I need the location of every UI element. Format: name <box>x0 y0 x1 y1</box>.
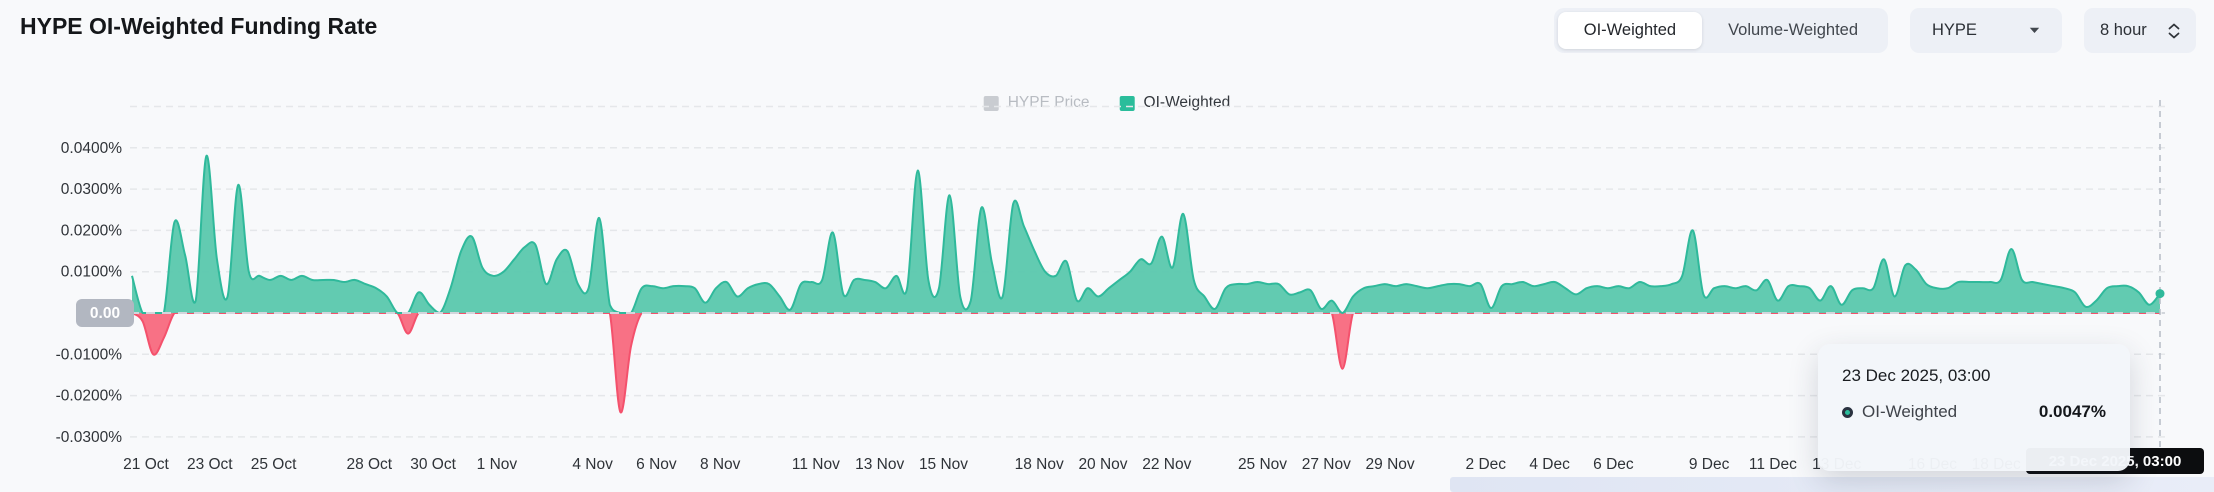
up-down-chevrons-icon <box>2168 23 2180 39</box>
svg-text:-0.0200%: -0.0200% <box>56 388 123 405</box>
asset-select-value: HYPE <box>1932 21 1977 39</box>
tooltip-series-value: 0.0047% <box>2038 402 2106 421</box>
svg-text:22 Nov: 22 Nov <box>1142 456 1191 473</box>
chevron-down-icon <box>2029 27 2040 33</box>
svg-text:27 Nov: 27 Nov <box>1302 456 1351 473</box>
svg-text:6 Dec: 6 Dec <box>1593 456 1634 473</box>
svg-text:21 Oct: 21 Oct <box>123 456 169 473</box>
svg-text:0.0100%: 0.0100% <box>61 264 122 281</box>
svg-text:8 Nov: 8 Nov <box>700 456 741 473</box>
asset-select[interactable]: HYPE <box>1910 8 2062 53</box>
interval-select-value: 8 hour <box>2100 21 2147 39</box>
svg-text:4 Dec: 4 Dec <box>1529 456 1570 473</box>
svg-text:0.00: 0.00 <box>90 305 120 322</box>
svg-text:-0.0300%: -0.0300% <box>56 429 123 446</box>
svg-text:29 Nov: 29 Nov <box>1366 456 1415 473</box>
page-title: HYPE OI-Weighted Funding Rate <box>20 13 378 39</box>
svg-text:9 Dec: 9 Dec <box>1689 456 1730 473</box>
tooltip-date: 23 Dec 2025, 03:00 <box>1842 366 1991 385</box>
svg-text:20 Nov: 20 Nov <box>1078 456 1127 473</box>
svg-text:25 Nov: 25 Nov <box>1238 456 1287 473</box>
svg-text:1 Nov: 1 Nov <box>477 456 518 473</box>
svg-text:0.0400%: 0.0400% <box>61 140 122 157</box>
weighting-mode-tabs: OI-Weighted Volume-Weighted <box>1553 8 1888 53</box>
svg-text:0.0300%: 0.0300% <box>61 181 122 198</box>
tooltip-row: OI-Weighted 0.0047% <box>1842 402 2106 422</box>
tooltip-series-label: OI-Weighted <box>1862 402 1958 421</box>
svg-text:6 Nov: 6 Nov <box>636 456 677 473</box>
svg-text:11 Nov: 11 Nov <box>792 456 840 473</box>
svg-text:11 Dec: 11 Dec <box>1749 456 1797 473</box>
tab-oi-weighted[interactable]: OI-Weighted <box>1557 12 1703 49</box>
chart-tooltip: 23 Dec 2025, 03:00 OI-Weighted 0.0047% <box>1818 344 2130 471</box>
svg-text:2 Dec: 2 Dec <box>1466 456 1507 473</box>
series-dot-icon <box>1842 406 1853 418</box>
svg-text:28 Oct: 28 Oct <box>346 456 392 473</box>
svg-text:4 Nov: 4 Nov <box>572 456 613 473</box>
svg-text:25 Oct: 25 Oct <box>251 456 297 473</box>
tab-volume-weighted[interactable]: Volume-Weighted <box>1702 12 1884 49</box>
svg-text:-0.0100%: -0.0100% <box>56 346 123 363</box>
svg-text:0.0200%: 0.0200% <box>61 222 122 239</box>
svg-text:15 Nov: 15 Nov <box>919 456 968 473</box>
chart-controls: OI-Weighted Volume-Weighted HYPE 8 hour <box>1553 8 2196 53</box>
svg-text:23 Oct: 23 Oct <box>187 456 233 473</box>
interval-select[interactable]: 8 hour <box>2084 8 2196 53</box>
svg-text:30 Oct: 30 Oct <box>410 456 456 473</box>
svg-text:18 Nov: 18 Nov <box>1015 456 1064 473</box>
svg-text:13 Nov: 13 Nov <box>855 456 904 473</box>
chart-scrollbar-thumb[interactable] <box>1450 477 2214 492</box>
